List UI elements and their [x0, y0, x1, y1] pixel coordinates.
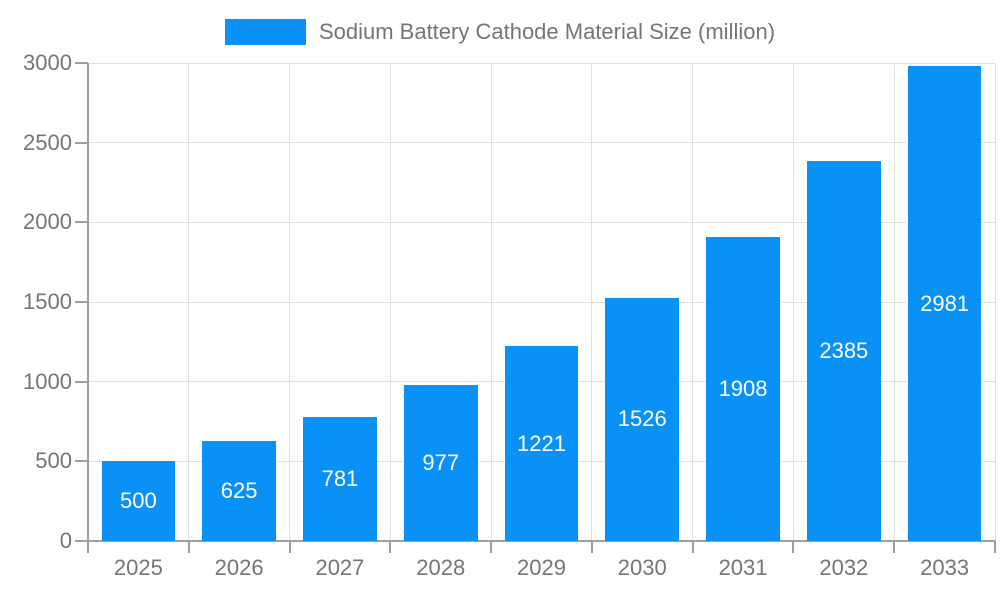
x-axis-tick	[893, 541, 896, 553]
x-axis-tick-label: 2029	[517, 555, 566, 580]
gridline-vertical	[994, 63, 996, 541]
gridline-vertical	[490, 63, 492, 541]
gridline-vertical	[792, 63, 794, 541]
x-axis-tick	[590, 541, 593, 553]
x-axis-tick-label: 2033	[920, 555, 970, 580]
y-axis-tick	[75, 62, 88, 64]
legend-label: Sodium Battery Cathode Material Size (mi…	[318, 19, 776, 44]
y-axis-tick-label: 0	[59, 528, 72, 553]
bar: 781	[303, 416, 377, 541]
bar-value-label: 500	[120, 488, 157, 514]
y-axis-line	[87, 63, 89, 541]
y-axis-tick-label: 500	[35, 448, 72, 474]
y-axis-tick-label: 2500	[23, 129, 72, 155]
x-axis-tick-label: 2027	[315, 555, 365, 580]
y-axis-tick	[75, 141, 88, 144]
y-axis-tick	[75, 380, 88, 383]
bar: 625	[202, 441, 276, 541]
bar-value-label: 2385	[819, 338, 869, 363]
bar-value-label: 1221	[517, 430, 566, 456]
y-axis-tick-label: 1000	[23, 368, 72, 394]
x-axis-tick	[994, 541, 996, 553]
bar: 1221	[504, 346, 579, 541]
bar: 977	[403, 385, 478, 541]
x-axis-tick-label: 2028	[416, 555, 466, 580]
bar-value-label: 625	[220, 478, 258, 504]
gridline-vertical	[389, 63, 391, 541]
x-axis-tick-label: 2032	[819, 555, 869, 580]
bar: 1526	[605, 297, 680, 541]
bar: 500	[101, 461, 176, 541]
gridline-horizontal	[88, 221, 995, 223]
gridline-vertical	[692, 63, 694, 541]
x-axis-line	[75, 540, 995, 542]
x-axis-tick-label: 2030	[617, 555, 667, 580]
gridline-horizontal	[88, 62, 995, 64]
bar: 2981	[907, 66, 982, 541]
y-axis-tick	[75, 301, 88, 303]
y-axis-tick-label: 3000	[23, 50, 72, 75]
x-axis-tick-label: 2025	[113, 555, 163, 580]
plot-area: 0 500 1000 1500 2000 2500 3000 2025 2026 2027 2028…	[23, 52, 996, 579]
x-axis-tick	[187, 541, 190, 553]
bar-value-label: 1908	[718, 376, 768, 401]
x-axis-tick	[490, 541, 493, 553]
x-axis-tick-label: 2026	[214, 555, 264, 580]
legend: Sodium Battery Cathode Material Size (mi…	[0, 19, 1000, 45]
x-axis-tick	[87, 541, 89, 553]
y-axis-tick-label: 1500	[23, 289, 72, 314]
gridline-vertical	[591, 63, 593, 541]
bar-value-label: 977	[422, 450, 460, 476]
legend-swatch	[224, 19, 306, 45]
y-axis-tick	[75, 460, 88, 463]
x-axis-tick	[691, 541, 694, 553]
bar-value-label: 1526	[617, 406, 667, 432]
y-axis-tick	[75, 221, 88, 224]
x-axis-tick-label: 2031	[718, 555, 768, 580]
gridline-vertical	[188, 63, 190, 541]
x-axis-tick	[288, 541, 291, 553]
y-axis-tick-label: 2000	[23, 209, 72, 235]
bar-value-label: 781	[321, 465, 359, 491]
bar: 2385	[807, 161, 881, 541]
gridline-horizontal	[88, 301, 995, 303]
x-axis-tick	[792, 541, 795, 553]
gridline-horizontal	[88, 142, 995, 144]
x-axis-tick	[389, 541, 392, 553]
bar: 1908	[706, 237, 780, 541]
gridline-vertical	[893, 63, 895, 541]
gridline-vertical	[289, 63, 291, 541]
bar-value-label: 2981	[920, 290, 970, 316]
